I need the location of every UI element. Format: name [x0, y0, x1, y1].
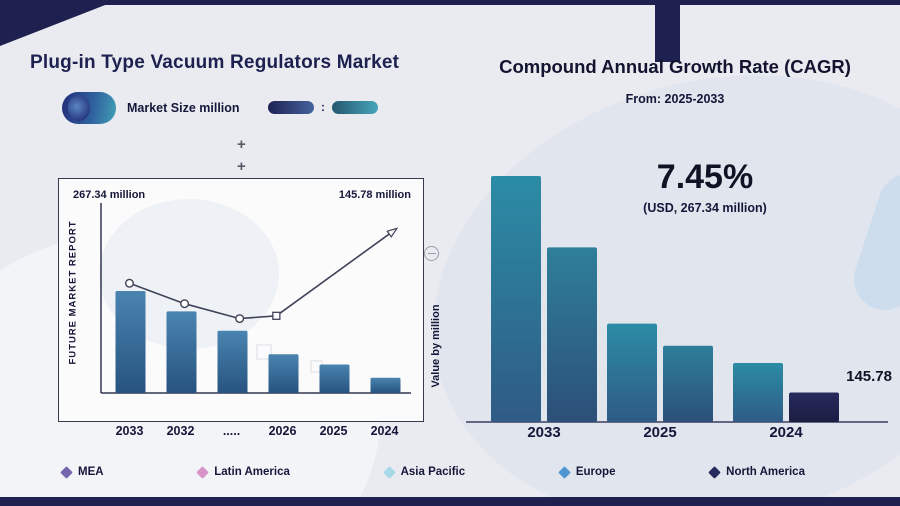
decor-pill-teal: [332, 100, 378, 114]
left-x-label-2026: 2026: [268, 424, 297, 438]
left-x-label-2032: 2032: [166, 424, 195, 438]
right-x-label-2025: 2025: [643, 424, 677, 441]
cagr-bar-2025-bar-left: [607, 323, 657, 422]
right-x-label-2024: 2024: [769, 424, 803, 441]
decor-top-right-bar: [655, 5, 680, 62]
cagr-usd-detail: (USD, 267.34 million): [643, 200, 767, 215]
value-by-million-label: Value by million: [430, 304, 442, 388]
market-size-legend: Market Size million: [62, 92, 240, 124]
market-bar-2025: [319, 364, 350, 393]
legend-marker-icon: [382, 465, 396, 479]
decor-ghost-square: [256, 344, 272, 360]
cagr-chart-svg: [466, 176, 888, 423]
right-x-label-2033: 2033: [527, 424, 561, 441]
trend-marker: [124, 278, 134, 288]
legend-label: MEA: [78, 466, 104, 478]
market-size-chart: 267.34 million 145.78 million FUTURE MAR…: [58, 178, 424, 422]
decor-top-strip: [0, 0, 900, 5]
cagr-bar-2024-bar-right: [789, 392, 839, 422]
cagr-bar-2024-bar-left: [733, 362, 783, 422]
legend-item-asia-pacific: Asia Pacific: [382, 465, 466, 479]
decor-bottom-strip: [0, 497, 900, 506]
cagr-subtitle: From: 2025-2033: [625, 92, 725, 106]
market-bar-.....: [217, 330, 248, 393]
cagr-x-axis-labels: 2033 2025 2024: [452, 424, 896, 446]
decor-plus-icon: +: [237, 158, 246, 175]
legend-label: Latin America: [214, 466, 290, 478]
legend-item-latin-america: Latin America: [196, 465, 290, 479]
minus-circle-icon: [424, 246, 439, 261]
annotation-2033-value: 267.34 million: [73, 189, 146, 201]
annotation-2024-value: 145.78 million: [338, 189, 411, 201]
market-bar-2032: [166, 311, 197, 393]
left-x-label-2033: 2033: [115, 424, 144, 438]
cagr-bar-2033-bar-right: [547, 247, 597, 422]
left-chart-title: Plug-in Type Vacuum Regulators Market: [30, 52, 400, 73]
market-size-label: Market Size million: [127, 101, 240, 115]
cagr-percentage: 7.45%: [656, 158, 754, 196]
legend-item-mea: MEA: [60, 465, 104, 479]
legend-label: North America: [726, 466, 805, 478]
decor-pill-row: :: [268, 100, 378, 114]
future-market-report-label: FUTURE MARKET REPORT: [67, 220, 79, 365]
market-bar-2024: [370, 377, 401, 393]
legend-item-europe: Europe: [557, 465, 616, 479]
market-size-chart-svg: [100, 203, 411, 394]
cagr-bars-group: [491, 176, 839, 422]
market-size-cylinder-icon: [62, 92, 116, 124]
legend-marker-icon: [60, 465, 73, 479]
cagr-title: Compound Annual Growth Rate (CAGR): [499, 56, 851, 77]
legend-marker-icon: [708, 465, 722, 479]
legend-marker-icon: [196, 465, 210, 479]
pill-separator: :: [321, 100, 325, 114]
legend-label: Europe: [575, 466, 616, 478]
market-bar-2033: [115, 291, 146, 393]
cagr-value-block: 7.45% (USD, 267.34 million): [585, 158, 825, 215]
decor-pill-navy: [268, 100, 314, 114]
trend-marker: [180, 299, 190, 309]
left-x-label-2025: 2025: [319, 424, 348, 438]
legend-label: Asia Pacific: [400, 466, 466, 478]
market-bar-2026: [268, 354, 299, 393]
decor-corner-shape: [0, 0, 118, 46]
trend-marker-square: [272, 311, 281, 320]
cagr-bar-2033-bar-left: [491, 176, 541, 422]
decor-plus-icon: +: [237, 136, 246, 153]
cagr-2024-value: 145.78: [846, 368, 892, 385]
left-x-label-2024: 2024: [370, 424, 399, 438]
trend-line: [129, 229, 396, 320]
region-legend: MEA Latin America Asia Pacific Europe North …: [60, 465, 805, 479]
market-x-axis-labels: 2033 2032..... 2026 2025 2024: [104, 424, 410, 438]
legend-item-north-america: North America: [708, 465, 805, 479]
trend-marker: [235, 314, 245, 324]
cagr-bar-2025-bar-right: [663, 345, 713, 422]
market-bars-group: [115, 229, 401, 393]
cagr-chart: 2033 2025 2024 145.78: [452, 150, 896, 442]
legend-marker-icon: [557, 465, 571, 479]
left-x-label-.....: .....: [222, 424, 241, 438]
